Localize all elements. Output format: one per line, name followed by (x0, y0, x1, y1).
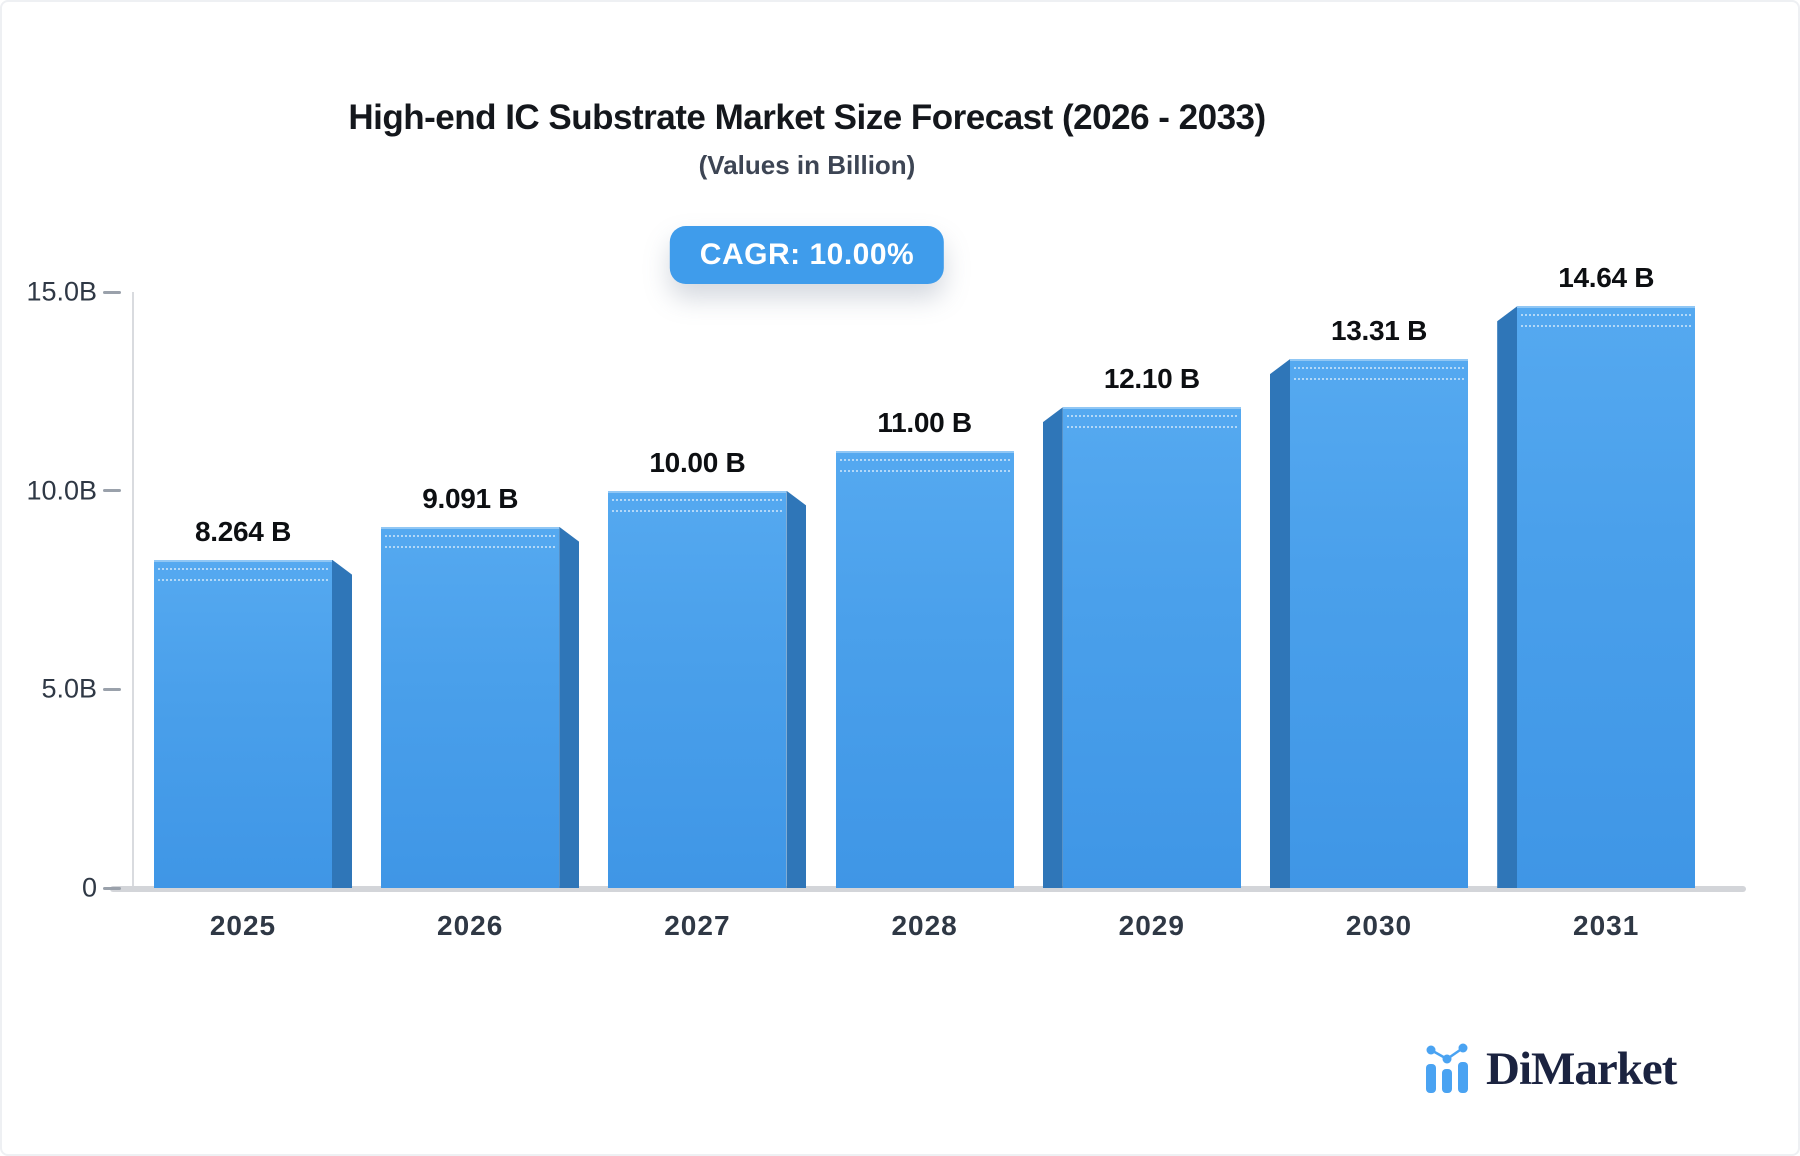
bar-top-dotted-line (158, 567, 328, 570)
bar-top-dotted-line (1294, 378, 1464, 381)
bar-top-dotted-line (1521, 325, 1692, 328)
y-tick-mark (103, 886, 121, 890)
bar-2030 (1290, 359, 1468, 888)
bar-2026 (381, 526, 560, 888)
bar-top-dotted-line (1294, 367, 1464, 370)
bar-2029 (1062, 407, 1241, 888)
x-axis-label: 2029 (1118, 910, 1185, 941)
y-tick-mark (103, 687, 121, 691)
bar-3d-side (1270, 359, 1290, 888)
chart-subtitle: (Values in Billion) (698, 150, 916, 180)
bar-3d-side (786, 490, 807, 888)
y-tick-label: 15.0B (26, 276, 97, 307)
bar-top-dotted-line (612, 509, 783, 512)
y-tick-mark (103, 489, 121, 493)
bar-value-label: 14.64 B (1558, 262, 1655, 294)
bar-2031 (1517, 306, 1696, 888)
brand-logo: DiMarket (1424, 1042, 1677, 1096)
bar-top-dotted-line (385, 545, 556, 548)
bar-top-dotted-line (1066, 426, 1237, 429)
bar-top-dotted-line (1521, 314, 1692, 317)
y-tick-label: 0 (81, 872, 97, 903)
bar-top-dotted-line (158, 578, 328, 581)
y-axis-line (132, 292, 134, 888)
bar-top-dotted-line (385, 534, 556, 537)
bar-value-label: 9.091 B (422, 482, 519, 514)
bar-3d-side (1497, 306, 1518, 888)
bar-3d-side (559, 526, 580, 888)
y-tick-label: 5.0B (41, 673, 97, 704)
bar-value-label: 12.10 B (1103, 363, 1200, 395)
bar-top-dotted-line (839, 458, 1010, 461)
bar-2027 (608, 490, 787, 888)
bar-value-label: 13.31 B (1331, 315, 1427, 347)
x-axis-label: 2031 (1573, 910, 1640, 941)
cagr-badge: CAGR: 10.00% (669, 226, 945, 284)
bar-value-label: 10.00 B (649, 446, 746, 478)
bar-value-label: 8.264 B (195, 515, 291, 547)
x-axis-label: 2026 (437, 910, 504, 941)
y-tick-label: 10.0B (26, 475, 97, 506)
mini-bar-chart-icon (1426, 1043, 1468, 1093)
bar-3d-side (332, 559, 352, 888)
x-axis-label: 2025 (209, 910, 277, 941)
bar-3d-side (1042, 407, 1063, 888)
x-axis-baseline (110, 886, 1746, 892)
bar-top-dotted-line (612, 498, 783, 501)
bar-top-dotted-line (839, 469, 1010, 472)
x-axis-label: 2028 (891, 910, 958, 941)
x-axis-label: 2030 (1345, 910, 1413, 941)
brand-name: DiMarket (1486, 1043, 1677, 1095)
bar-2028 (835, 450, 1014, 888)
x-axis-label: 2027 (664, 910, 731, 941)
y-tick-mark (103, 290, 121, 294)
bar-top-dotted-line (1066, 415, 1237, 418)
bar-2025 (154, 559, 332, 888)
bar-value-label: 11.00 B (877, 406, 972, 438)
chart-title: High-end IC Substrate Market Size Foreca… (348, 98, 1266, 137)
